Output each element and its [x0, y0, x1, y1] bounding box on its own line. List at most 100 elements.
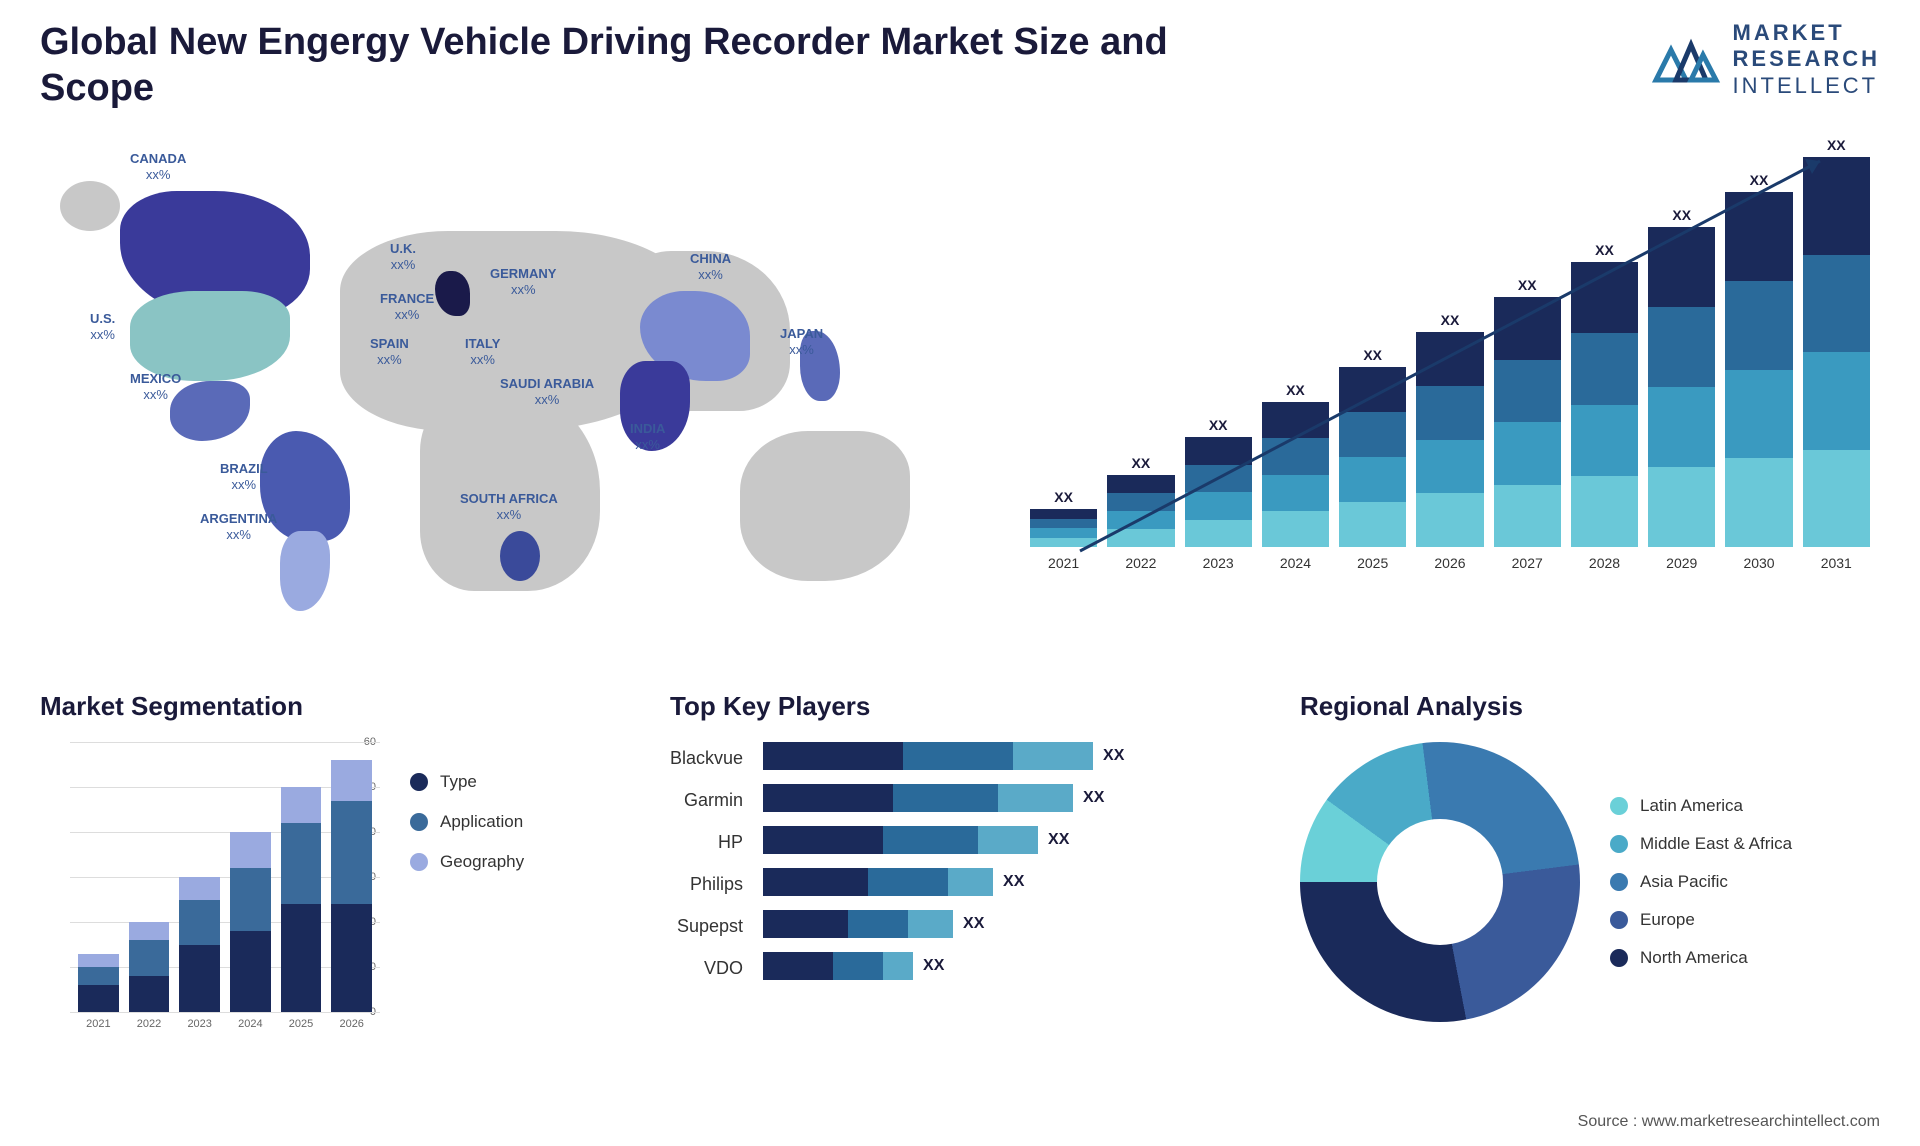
growth-value-label: XX [1286, 382, 1305, 398]
growth-stack [1494, 297, 1561, 547]
map-region-shape [130, 291, 290, 381]
regional-title: Regional Analysis [1300, 691, 1880, 722]
growth-value-label: XX [1672, 207, 1691, 223]
growth-segment [1494, 297, 1561, 360]
map-region-shape [740, 431, 910, 581]
player-segment [948, 868, 993, 896]
growth-segment [1262, 511, 1329, 547]
growth-year-label: 2023 [1203, 555, 1234, 571]
donut-hole [1377, 819, 1503, 945]
growth-year-label: 2026 [1434, 555, 1465, 571]
legend-dot [410, 773, 428, 791]
growth-segment [1030, 519, 1097, 529]
legend-dot [1610, 911, 1628, 929]
growth-year-label: 2025 [1357, 555, 1388, 571]
key-players-labels: BlackvueGarminHPPhilipsSupepstVDO [670, 742, 743, 986]
key-players-section: Top Key Players BlackvueGarminHPPhilipsS… [670, 691, 1250, 1042]
growth-year-label: 2021 [1048, 555, 1079, 571]
growth-stack [1803, 157, 1870, 547]
regional-section: Regional Analysis Latin AmericaMiddle Ea… [1300, 691, 1880, 1042]
map-label: JAPANxx% [780, 326, 823, 357]
legend-dot [1610, 797, 1628, 815]
seg-column [78, 742, 119, 1012]
seg-column [230, 742, 271, 1012]
seg-segment [78, 954, 119, 968]
key-players-wrap: BlackvueGarminHPPhilipsSupepstVDO XX XX XX… [670, 742, 1250, 986]
growth-segment [1185, 520, 1252, 548]
growth-value-label: XX [1750, 172, 1769, 188]
growth-segment [1648, 227, 1715, 307]
growth-value-label: XX [1518, 277, 1537, 293]
growth-segment [1648, 307, 1715, 387]
growth-segment [1030, 509, 1097, 519]
player-label: Garmin [670, 790, 743, 818]
growth-stack [1648, 227, 1715, 547]
seg-segment [179, 900, 220, 945]
legend-item: North America [1610, 948, 1792, 968]
map-label: MEXICOxx% [130, 371, 181, 402]
growth-segment [1030, 528, 1097, 538]
growth-column: XX2027 [1494, 131, 1561, 571]
player-value: XX [963, 915, 984, 933]
seg-segment [179, 877, 220, 900]
player-value: XX [1048, 831, 1069, 849]
growth-segment [1107, 493, 1174, 511]
segmentation-chart: 0102030405060202120222023202420252026 [40, 742, 380, 1042]
player-label: VDO [670, 958, 743, 986]
growth-segment [1416, 493, 1483, 547]
seg-year-label: 2023 [179, 1012, 220, 1042]
player-value: XX [1003, 873, 1024, 891]
growth-segment [1803, 255, 1870, 353]
bottom-row: Market Segmentation 01020304050602021202… [40, 691, 1880, 1042]
growth-column: XX 2026 [1416, 131, 1483, 571]
growth-segment [1339, 457, 1406, 502]
growth-column: XX2028 [1571, 131, 1638, 571]
growth-segment [1339, 502, 1406, 547]
map-label: SPAINxx% [370, 336, 409, 367]
growth-year-label: 2022 [1125, 555, 1156, 571]
seg-segment [281, 904, 322, 1012]
seg-segment [230, 832, 271, 868]
seg-column [331, 742, 372, 1012]
player-bar-row: XX [763, 784, 1250, 812]
legend-dot [1610, 873, 1628, 891]
growth-segment [1571, 333, 1638, 404]
growth-chart: XX2021XX2022XX2023XX2024XX2025XX2026XX20… [1020, 131, 1880, 651]
seg-segment [129, 922, 170, 940]
player-segment [763, 952, 833, 980]
growth-segment [1803, 157, 1870, 255]
growth-stack [1571, 262, 1638, 547]
growth-column: XX2021 [1030, 131, 1097, 571]
growth-segment [1262, 475, 1329, 511]
growth-stack [1725, 192, 1792, 547]
growth-value-label: XX [1132, 455, 1151, 471]
player-bar [763, 910, 953, 938]
legend-dot [410, 813, 428, 831]
seg-column [281, 742, 322, 1012]
growth-stack [1107, 475, 1174, 547]
legend-label: Asia Pacific [1640, 872, 1728, 892]
player-bar-row: XX [763, 826, 1250, 854]
growth-segment [1494, 360, 1561, 423]
legend-item: Application [410, 812, 524, 832]
map-label: U.K.xx% [390, 241, 416, 272]
growth-year-label: 2028 [1589, 555, 1620, 571]
growth-value-label: XX [1441, 312, 1460, 328]
seg-segment [230, 868, 271, 931]
player-bar [763, 784, 1073, 812]
growth-segment [1339, 412, 1406, 457]
growth-segment [1494, 485, 1561, 548]
header: Global New Engergy Vehicle Driving Recor… [40, 20, 1880, 111]
seg-segment [78, 985, 119, 1012]
segmentation-title: Market Segmentation [40, 691, 620, 722]
growth-segment [1107, 529, 1174, 547]
growth-segment [1803, 352, 1870, 450]
player-segment [883, 826, 978, 854]
legend-dot [1610, 949, 1628, 967]
growth-segment [1571, 405, 1638, 476]
player-bar-row: XX [763, 868, 1250, 896]
growth-segment [1571, 476, 1638, 547]
player-segment [883, 952, 913, 980]
seg-segment [281, 787, 322, 823]
growth-segment [1416, 440, 1483, 494]
